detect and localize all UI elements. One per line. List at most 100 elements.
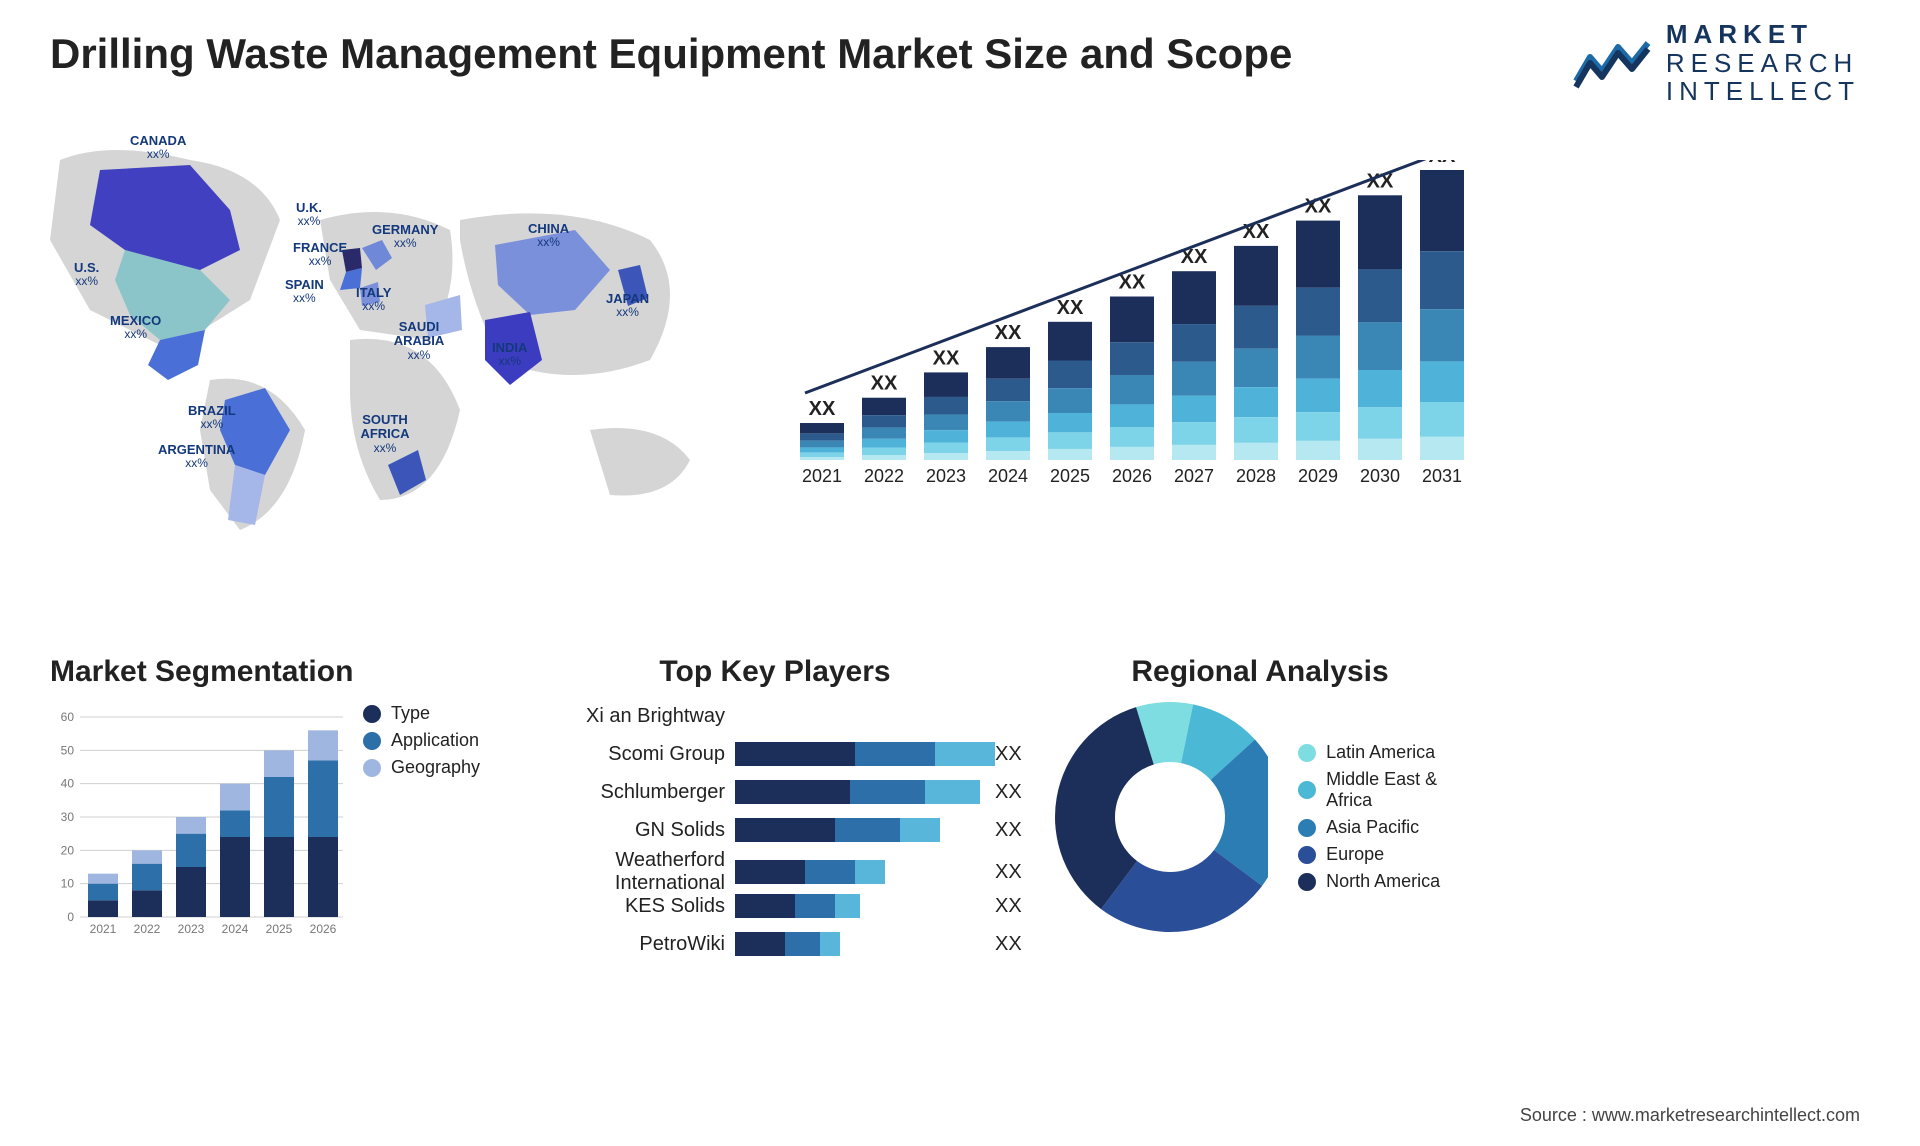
svg-text:2021: 2021 — [802, 466, 842, 486]
key-player-row: PetroWikiXX — [525, 925, 1025, 963]
key-players-chart: Xi an BrightwayScomi GroupXXSchlumberger… — [525, 697, 1025, 963]
key-player-row: Scomi GroupXX — [525, 735, 1025, 773]
svg-text:2021: 2021 — [90, 922, 117, 936]
regional-legend-europe: Europe — [1298, 844, 1470, 865]
key-player-name: Weatherford International — [525, 849, 725, 895]
map-label-canada: CANADAxx% — [130, 134, 186, 161]
seg-legend-type: Type — [363, 703, 480, 724]
svg-text:2028: 2028 — [1236, 466, 1276, 486]
key-player-row: SchlumbergerXX — [525, 773, 1025, 811]
svg-text:2023: 2023 — [178, 922, 205, 936]
svg-text:30: 30 — [61, 810, 75, 824]
regional-section: Regional Analysis Latin America Middle Ea… — [1050, 655, 1470, 937]
key-player-name: PetroWiki — [525, 933, 725, 956]
svg-text:XX: XX — [1429, 160, 1456, 167]
key-player-row: Weatherford InternationalXX — [525, 849, 1025, 887]
key-player-value: XX — [995, 819, 1035, 842]
seg-legend-application: Application — [363, 730, 480, 751]
map-label-argentina: ARGENTINAxx% — [158, 443, 235, 470]
svg-text:XX: XX — [995, 322, 1022, 344]
svg-text:40: 40 — [61, 777, 75, 791]
svg-text:2022: 2022 — [864, 466, 904, 486]
svg-text:2024: 2024 — [988, 466, 1028, 486]
source-text: Source : www.marketresearchintellect.com — [1520, 1105, 1860, 1126]
svg-text:XX: XX — [809, 398, 836, 420]
key-player-value: XX — [995, 743, 1035, 766]
map-label-india: INDIAxx% — [492, 341, 527, 368]
main-bar-chart: XX 2021 XX 2022 XX 2023 XX 2024 XX 2025 XX 2026 XX 20… — [790, 160, 1470, 530]
map-label-saudi-arabia: SAUDI ARABIAxx% — [389, 320, 449, 362]
logo-line2: RESEARCH — [1666, 48, 1858, 78]
regional-legend-middle-east-africa: Middle East & Africa — [1298, 769, 1470, 811]
svg-text:XX: XX — [1119, 272, 1146, 294]
key-player-bar — [735, 742, 995, 766]
logo: MARKET RESEARCH INTELLECT — [1572, 20, 1860, 106]
key-player-name: Schlumberger — [525, 781, 725, 804]
map-label-spain: SPAINxx% — [285, 278, 324, 305]
key-player-name: KES Solids — [525, 895, 725, 918]
map-label-u-s-: U.S.xx% — [74, 261, 99, 288]
svg-text:20: 20 — [61, 843, 75, 857]
regional-legend-north-america: North America — [1298, 871, 1470, 892]
svg-text:2027: 2027 — [1174, 466, 1214, 486]
svg-text:XX: XX — [871, 373, 898, 395]
key-player-bar — [735, 932, 995, 956]
map-label-japan: JAPANxx% — [606, 292, 649, 319]
key-player-name: Scomi Group — [525, 743, 725, 766]
map-label-china: CHINAxx% — [528, 222, 569, 249]
world-map: CANADAxx% U.S.xx% MEXICOxx% BRAZILxx% ARGENT… — [30, 130, 750, 530]
svg-text:50: 50 — [61, 743, 75, 757]
svg-text:0: 0 — [67, 910, 74, 924]
regional-legend-asia-pacific: Asia Pacific — [1298, 817, 1470, 838]
key-players-title: Top Key Players — [525, 655, 1025, 689]
seg-legend-geography: Geography — [363, 757, 480, 778]
segmentation-chart: 0 10 20 30 40 50 60 2021 2022 2023 2024 2025 2026 — [50, 697, 343, 947]
logo-line1: MARKET — [1666, 20, 1860, 49]
key-player-value: XX — [995, 781, 1035, 804]
map-label-u-k-: U.K.xx% — [296, 201, 322, 228]
key-player-row: GN SolidsXX — [525, 811, 1025, 849]
svg-text:2024: 2024 — [222, 922, 249, 936]
svg-text:2025: 2025 — [266, 922, 293, 936]
key-player-value: XX — [995, 933, 1035, 956]
key-player-row: Xi an Brightway — [525, 697, 1025, 735]
key-players-section: Top Key Players Xi an Brightway Scomi Gro… — [525, 655, 1025, 963]
svg-text:XX: XX — [1057, 297, 1084, 319]
segmentation-legend: Type Application Geography — [363, 697, 480, 784]
segmentation-title: Market Segmentation — [50, 655, 480, 689]
svg-text:2031: 2031 — [1422, 466, 1462, 486]
key-player-bar — [735, 818, 995, 842]
map-label-mexico: MEXICOxx% — [110, 314, 161, 341]
logo-line3: INTELLECT — [1666, 76, 1860, 106]
key-player-bar — [735, 894, 995, 918]
map-label-germany: GERMANYxx% — [372, 223, 438, 250]
key-player-bar — [735, 780, 995, 804]
svg-text:2026: 2026 — [1112, 466, 1152, 486]
key-player-value: XX — [995, 895, 1035, 918]
map-label-italy: ITALYxx% — [356, 286, 391, 313]
regional-title: Regional Analysis — [1050, 655, 1470, 689]
svg-text:60: 60 — [61, 710, 75, 724]
key-player-name: Xi an Brightway — [525, 705, 725, 728]
logo-icon — [1572, 37, 1652, 89]
map-label-france: FRANCExx% — [293, 241, 347, 268]
svg-text:2023: 2023 — [926, 466, 966, 486]
page-title: Drilling Waste Management Equipment Mark… — [50, 30, 1292, 78]
key-player-bar — [735, 704, 995, 728]
key-player-name: GN Solids — [525, 819, 725, 842]
key-player-bar — [735, 860, 995, 884]
svg-text:XX: XX — [933, 347, 960, 369]
map-label-brazil: BRAZILxx% — [188, 404, 236, 431]
key-player-value: XX — [995, 861, 1035, 884]
segmentation-section: Market Segmentation 0 10 20 30 40 50 60 2021 202… — [50, 655, 480, 947]
svg-text:2022: 2022 — [134, 922, 161, 936]
svg-text:2029: 2029 — [1298, 466, 1338, 486]
svg-text:2026: 2026 — [310, 922, 337, 936]
regional-donut — [1050, 697, 1268, 937]
map-label-south-africa: SOUTH AFRICAxx% — [355, 413, 415, 455]
regional-legend: Latin America Middle East & Africa Asia Pa… — [1298, 736, 1470, 898]
svg-text:2025: 2025 — [1050, 466, 1090, 486]
svg-text:10: 10 — [61, 877, 75, 891]
regional-legend-latin-america: Latin America — [1298, 742, 1470, 763]
main-bar-svg: XX 2021 XX 2022 XX 2023 XX 2024 XX 2025 XX 2026 XX 20… — [790, 160, 1470, 530]
